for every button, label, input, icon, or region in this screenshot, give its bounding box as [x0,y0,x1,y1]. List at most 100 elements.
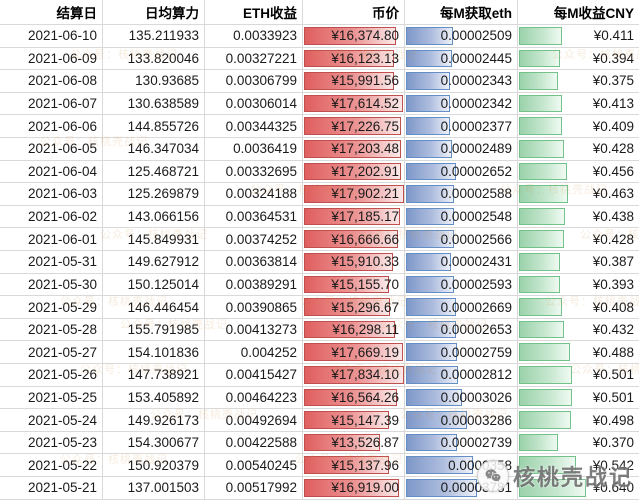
cell-eth-per-m[interactable]: 0.00002377 [405,115,518,138]
cell-coin-price[interactable]: ¥17,902.21 [303,183,405,206]
cell-eth-income[interactable]: 0.00332695 [205,160,303,184]
header-settlement-date[interactable]: 结算日 [0,0,103,25]
cell-coin-price[interactable]: ¥17,185.17 [303,205,405,229]
cell-coin-price[interactable]: ¥16,919.00 [303,477,405,500]
cell-eth-per-m[interactable]: 0.00002739 [405,431,518,455]
cell-cny-per-m[interactable]: ¥0.428 [518,228,639,251]
cell-eth-income[interactable]: 0.00306799 [205,70,303,93]
cell-eth-income[interactable]: 0.00415427 [205,364,303,387]
cell-hashrate[interactable]: 130.638589 [103,92,205,116]
cell-eth-income[interactable]: 0.00413273 [205,318,303,342]
header-eth-per-m[interactable]: 每M获取eth [405,0,518,25]
header-eth-income[interactable]: ETH收益 [205,0,303,25]
cell-coin-price[interactable]: ¥15,991.56 [303,70,405,93]
cell-hashrate[interactable]: 155.791985 [103,318,205,342]
cell-hashrate[interactable]: 143.066156 [103,205,205,229]
cell-cny-per-m[interactable]: ¥0.488 [518,341,639,365]
cell-eth-per-m[interactable]: 0.00002509 [405,24,518,48]
header-avg-hashrate[interactable]: 日均算力 [103,0,205,25]
cell-coin-price[interactable]: ¥17,834.10 [303,364,405,387]
cell-eth-per-m[interactable]: 0.00002566 [405,228,518,251]
cell-hashrate[interactable]: 125.468721 [103,160,205,184]
header-coin-price[interactable]: 币价 [303,0,405,25]
cell-hashrate[interactable]: 146.347034 [103,137,205,161]
cell-coin-price[interactable]: ¥16,666.66 [303,228,405,251]
cell-cny-per-m[interactable]: ¥0.463 [518,183,639,206]
cell-hashrate[interactable]: 133.820046 [103,47,205,71]
cell-cny-per-m[interactable]: ¥0.370 [518,432,639,455]
cell-cny-per-m[interactable]: ¥0.428 [518,138,639,161]
cell-cny-per-m[interactable]: ¥0.456 [518,161,639,184]
cell-coin-price[interactable]: ¥16,123.13 [303,47,405,71]
cell-eth-income[interactable]: 0.0033923 [205,24,303,48]
cell-coin-price[interactable]: ¥16,374.80 [303,24,405,48]
cell-hashrate[interactable]: 125.269879 [103,183,205,206]
cell-coin-price[interactable]: ¥13,526.87 [303,431,405,455]
cell-cny-per-m[interactable]: ¥0.408 [518,296,639,319]
cell-hashrate[interactable]: 146.446454 [103,296,205,319]
cell-eth-income[interactable]: 0.004252 [205,341,303,365]
cell-coin-price[interactable]: ¥17,203.48 [303,137,405,161]
cell-hashrate[interactable]: 150.920379 [103,454,205,478]
cell-cny-per-m[interactable]: ¥0.432 [518,319,639,342]
cell-date[interactable]: 2021-05-29 [0,296,103,319]
cell-eth-per-m[interactable]: 0.00002588 [405,183,518,206]
cell-eth-per-m[interactable]: 0.00002653 [405,318,518,342]
cell-date[interactable]: 2021-05-21 [0,477,103,500]
cell-eth-income[interactable]: 0.00344325 [205,115,303,138]
cell-eth-per-m[interactable]: 0.00002812 [405,364,518,387]
cell-hashrate[interactable]: 149.926173 [103,409,205,432]
cell-eth-per-m[interactable]: 0.0000358 [405,454,518,478]
cell-eth-income[interactable]: 0.0036419 [205,137,303,161]
cell-hashrate[interactable]: 153.405892 [103,386,205,410]
cell-date[interactable]: 2021-06-02 [0,205,103,229]
cell-eth-income[interactable]: 0.00492694 [205,409,303,432]
cell-eth-per-m[interactable]: 0.00002669 [405,296,518,319]
cell-eth-per-m[interactable]: 0.00002342 [405,92,518,116]
cell-cny-per-m[interactable]: ¥0.394 [518,48,639,71]
cell-cny-per-m[interactable]: ¥0.498 [518,409,639,432]
cell-date[interactable]: 2021-06-03 [0,183,103,206]
cell-cny-per-m[interactable]: ¥0.501 [518,364,639,387]
cell-eth-income[interactable]: 0.00364531 [205,205,303,229]
cell-date[interactable]: 2021-06-10 [0,24,103,48]
cell-cny-per-m[interactable]: ¥0.387 [518,251,639,274]
cell-date[interactable]: 2021-06-06 [0,115,103,138]
cell-eth-per-m[interactable]: 0.00002445 [405,47,518,71]
cell-date[interactable]: 2021-06-08 [0,70,103,93]
cell-eth-per-m[interactable]: 0.00002343 [405,70,518,93]
cell-eth-income[interactable]: 0.00363814 [205,250,303,274]
cell-eth-per-m[interactable]: 0.00003286 [405,409,518,432]
cell-coin-price[interactable]: ¥16,298.11 [303,318,405,342]
cell-coin-price[interactable]: ¥17,614.52 [303,92,405,116]
cell-date[interactable]: 2021-05-26 [0,364,103,387]
cell-coin-price[interactable]: ¥15,155.70 [303,273,405,297]
cell-date[interactable]: 2021-05-22 [0,454,103,478]
cell-coin-price[interactable]: ¥16,564.26 [303,386,405,410]
cell-cny-per-m[interactable]: ¥0.413 [518,93,639,116]
cell-coin-price[interactable]: ¥17,669.19 [303,341,405,365]
cell-coin-price[interactable]: ¥15,910.33 [303,250,405,274]
cell-eth-income[interactable]: 0.00517992 [205,477,303,500]
cell-date[interactable]: 2021-06-07 [0,92,103,116]
cell-eth-per-m[interactable]: 0.00002431 [405,250,518,274]
cell-coin-price[interactable]: ¥17,202.91 [303,160,405,184]
cell-date[interactable]: 2021-05-24 [0,409,103,432]
cell-date[interactable]: 2021-05-30 [0,273,103,297]
cell-eth-per-m[interactable]: 0.00002489 [405,137,518,161]
cell-hashrate[interactable]: 154.101836 [103,341,205,365]
cell-hashrate[interactable]: 145.849931 [103,228,205,251]
cell-hashrate[interactable]: 137.001503 [103,477,205,500]
cell-date[interactable]: 2021-05-31 [0,250,103,274]
cell-date[interactable]: 2021-06-04 [0,160,103,184]
cell-date[interactable]: 2021-05-23 [0,431,103,455]
cell-coin-price[interactable]: ¥17,226.75 [303,115,405,138]
cell-coin-price[interactable]: ¥15,147.39 [303,409,405,432]
cell-cny-per-m[interactable]: ¥0.640 [518,477,639,500]
cell-coin-price[interactable]: ¥15,296.67 [303,296,405,319]
cell-hashrate[interactable]: 154.300677 [103,431,205,455]
cell-hashrate[interactable]: 144.855726 [103,115,205,138]
cell-eth-income[interactable]: 0.00464223 [205,386,303,410]
cell-cny-per-m[interactable]: ¥0.411 [518,25,639,48]
cell-cny-per-m[interactable]: ¥0.438 [518,206,639,229]
